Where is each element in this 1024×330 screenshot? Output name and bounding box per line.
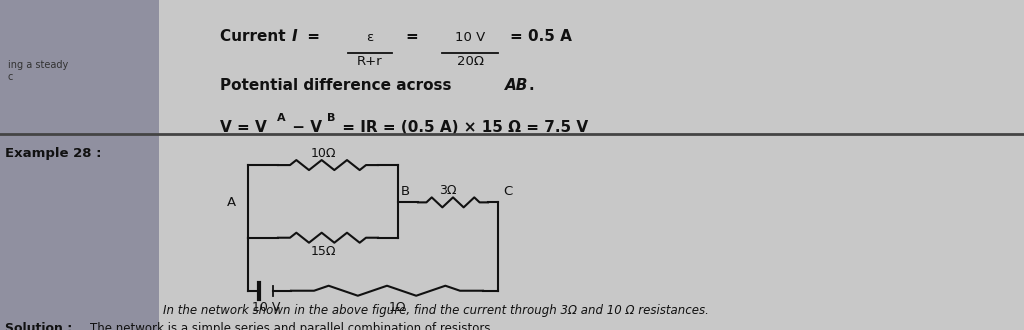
Text: A: A [227,196,236,209]
Text: Example 28 :: Example 28 : [5,148,101,160]
Text: ing a steady
c: ing a steady c [8,60,69,82]
Text: B: B [401,185,411,198]
Text: A: A [278,113,286,123]
Text: Potential difference across: Potential difference across [220,78,457,92]
Text: =: = [302,29,319,45]
Text: 1Ω: 1Ω [388,301,406,314]
Text: Current: Current [220,29,291,45]
Text: B: B [327,113,336,123]
Text: 15Ω: 15Ω [310,245,336,258]
Text: = IR = (0.5 A) × 15 Ω = 7.5 V: = IR = (0.5 A) × 15 Ω = 7.5 V [337,120,588,135]
Text: − V: − V [287,120,322,135]
Text: =: = [406,29,418,45]
Text: Solution :: Solution : [5,322,73,330]
Text: ε: ε [367,31,374,45]
Text: I: I [292,29,298,45]
Bar [0,134,159,330]
Text: AB: AB [505,78,528,92]
Text: 3Ω: 3Ω [439,184,457,197]
Text: C: C [503,185,512,198]
Text: V = V: V = V [220,120,266,135]
Bar [0,0,159,134]
Text: The network is a simple series and parallel combination of resistors: The network is a simple series and paral… [90,322,490,330]
Text: 10 V: 10 V [455,31,485,45]
Text: 20Ω: 20Ω [457,55,483,68]
Text: 10 V: 10 V [252,301,281,314]
Text: = 0.5 A: = 0.5 A [510,29,571,45]
Text: In the network shown in the above figure, find the current through 3Ω and 10 Ω r: In the network shown in the above figure… [163,305,709,317]
Text: R+r: R+r [357,55,383,68]
Text: .: . [529,78,535,92]
Text: 10Ω: 10Ω [310,147,336,160]
